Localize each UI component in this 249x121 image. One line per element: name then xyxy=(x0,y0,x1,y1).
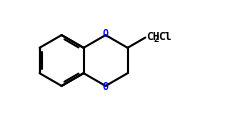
Text: Cl: Cl xyxy=(158,32,171,42)
Text: O: O xyxy=(103,82,109,92)
Text: O: O xyxy=(103,29,109,39)
Text: CH: CH xyxy=(146,32,160,42)
Text: 2: 2 xyxy=(154,35,159,44)
